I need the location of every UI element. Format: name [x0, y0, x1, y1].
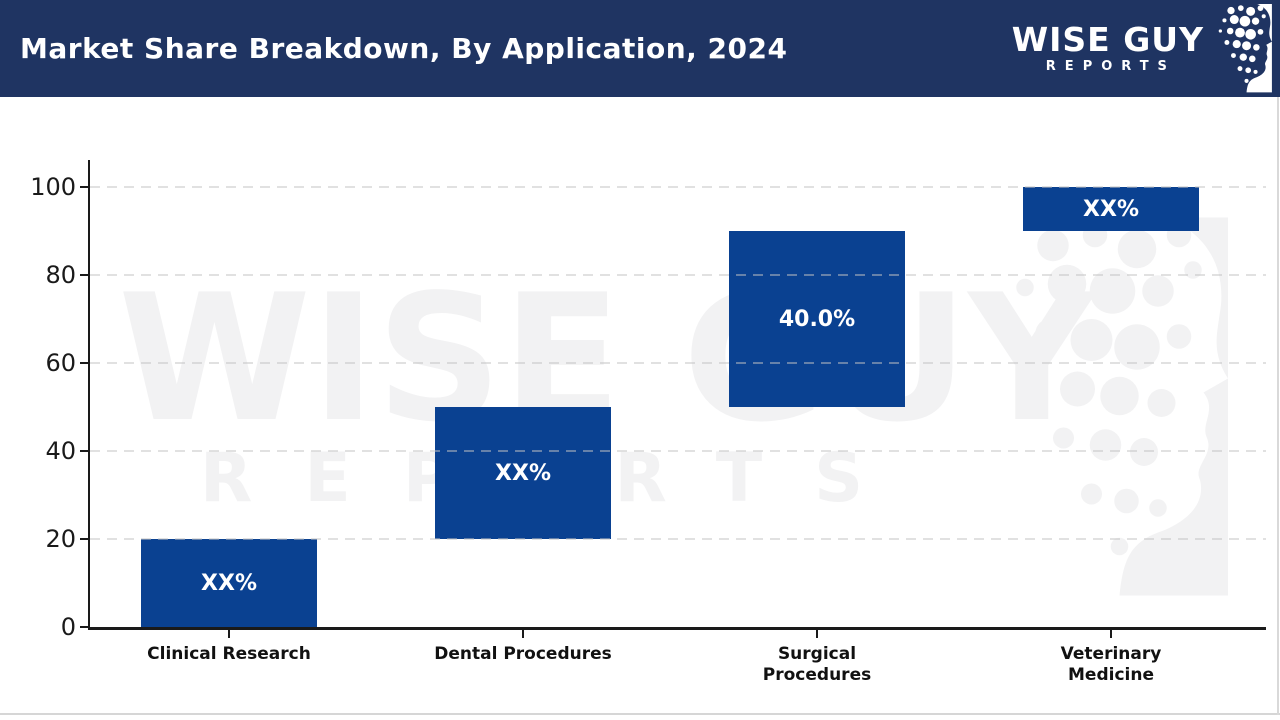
wiseguy-logo: WISE GUY REPORTS	[1012, 3, 1272, 93]
x-axis	[88, 627, 1266, 630]
x-tick-label-3: Surgical Procedures	[762, 644, 872, 685]
bar-value-label: XX%	[1083, 196, 1139, 222]
x-tickmark-4	[1110, 630, 1112, 638]
gridline-80	[90, 274, 1266, 276]
y-tick-label-60: 60	[45, 349, 76, 377]
gridline-60	[90, 362, 1266, 364]
y-tickmark-20	[80, 538, 88, 540]
bar-value-label: 40.0%	[778, 306, 856, 332]
bar-value-label: XX%	[495, 460, 551, 486]
x-tickmark-3	[816, 630, 818, 638]
logo-wordmark-block: WISE GUY REPORTS	[1012, 23, 1204, 74]
x-tick-label-2: Dental Procedures	[434, 644, 612, 664]
bar-4: XX%	[1023, 187, 1199, 231]
gridline-100	[90, 186, 1266, 188]
bar-2: XX%	[435, 407, 611, 539]
x-tickmark-1	[228, 630, 230, 638]
bar-value-label: XX%	[201, 570, 257, 596]
logo-reports-text: REPORTS	[1045, 59, 1176, 74]
bottom-edge-line	[0, 713, 1280, 715]
y-tick-label-40: 40	[45, 437, 76, 465]
y-tickmark-40	[80, 450, 88, 452]
x-tick-label-4: Veterinary Medicine	[1060, 644, 1162, 685]
chart-area: WISE GUY REPORTS 020406080100XX%Clinical…	[0, 97, 1280, 715]
x-tick-label-1: Clinical Research	[147, 644, 311, 664]
y-tickmark-80	[80, 274, 88, 276]
y-tick-label-80: 80	[45, 261, 76, 289]
bar-1: XX%	[141, 539, 317, 627]
y-tickmark-0	[80, 626, 88, 628]
y-tickmark-60	[80, 362, 88, 364]
y-tick-label-0: 0	[60, 613, 76, 641]
gridline-20	[90, 538, 1266, 540]
bar-3: 40.0%	[729, 231, 905, 407]
y-tick-label-20: 20	[45, 525, 76, 553]
y-tick-label-100: 100	[30, 173, 76, 201]
chart-title: Market Share Breakdown, By Application, …	[20, 32, 788, 65]
y-tickmark-100	[80, 186, 88, 188]
logo-wordmark: WISE GUY	[1011, 20, 1204, 59]
x-tickmark-2	[522, 630, 524, 638]
y-axis	[88, 160, 90, 630]
header-bar: Market Share Breakdown, By Application, …	[0, 0, 1280, 97]
right-edge-line	[1277, 97, 1279, 715]
gridline-40	[90, 450, 1266, 452]
